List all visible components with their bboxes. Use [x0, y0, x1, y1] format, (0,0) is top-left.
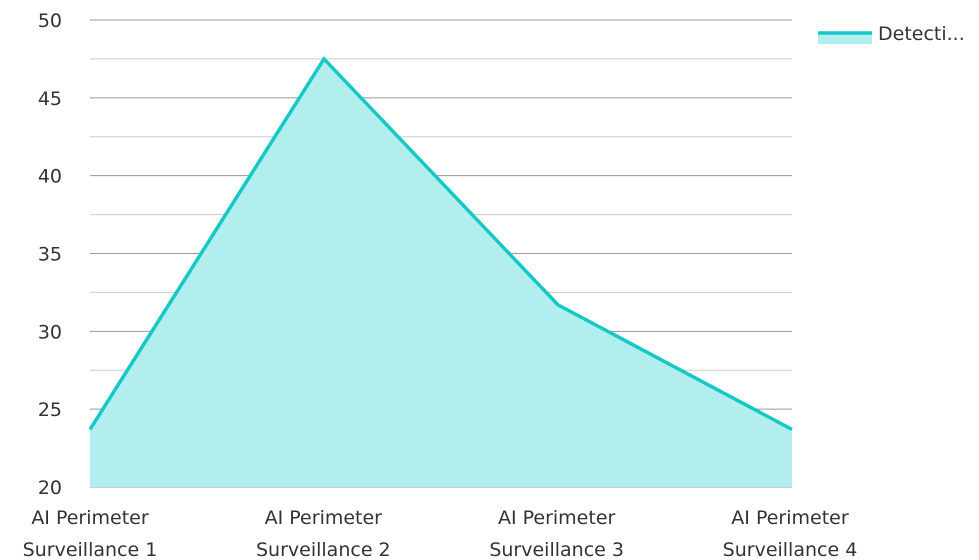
series-line [88, 56, 793, 431]
y-tick-label: 50 [38, 10, 62, 32]
series-area [88, 56, 793, 488]
x-axis: AI Perimeter Surveillance 1 AI Perimeter Su… [23, 507, 858, 560]
x-category-label: AI Perimeter Surveillance 2 [256, 507, 391, 560]
x-category-label: AI Perimeter Surveillance 4 [723, 507, 858, 560]
x-category-label: AI Perimeter Surveillance 1 [23, 507, 158, 560]
y-tick-label: 20 [38, 477, 62, 499]
y-tick-label: 35 [38, 244, 62, 266]
legend[interactable]: Detecti... [818, 23, 965, 45]
series-area-fill [90, 58, 792, 488]
y-tick-label: 45 [38, 88, 62, 110]
y-tick-label: 25 [38, 399, 62, 421]
y-tick-label: 30 [38, 321, 62, 343]
y-tick-label: 40 [38, 166, 62, 188]
legend-label: Detecti... [878, 23, 965, 45]
legend-swatch-fill [818, 32, 872, 44]
y-axis: 20 25 30 35 40 45 50 [38, 10, 62, 499]
x-category-label: AI Perimeter Surveillance 3 [489, 507, 624, 560]
